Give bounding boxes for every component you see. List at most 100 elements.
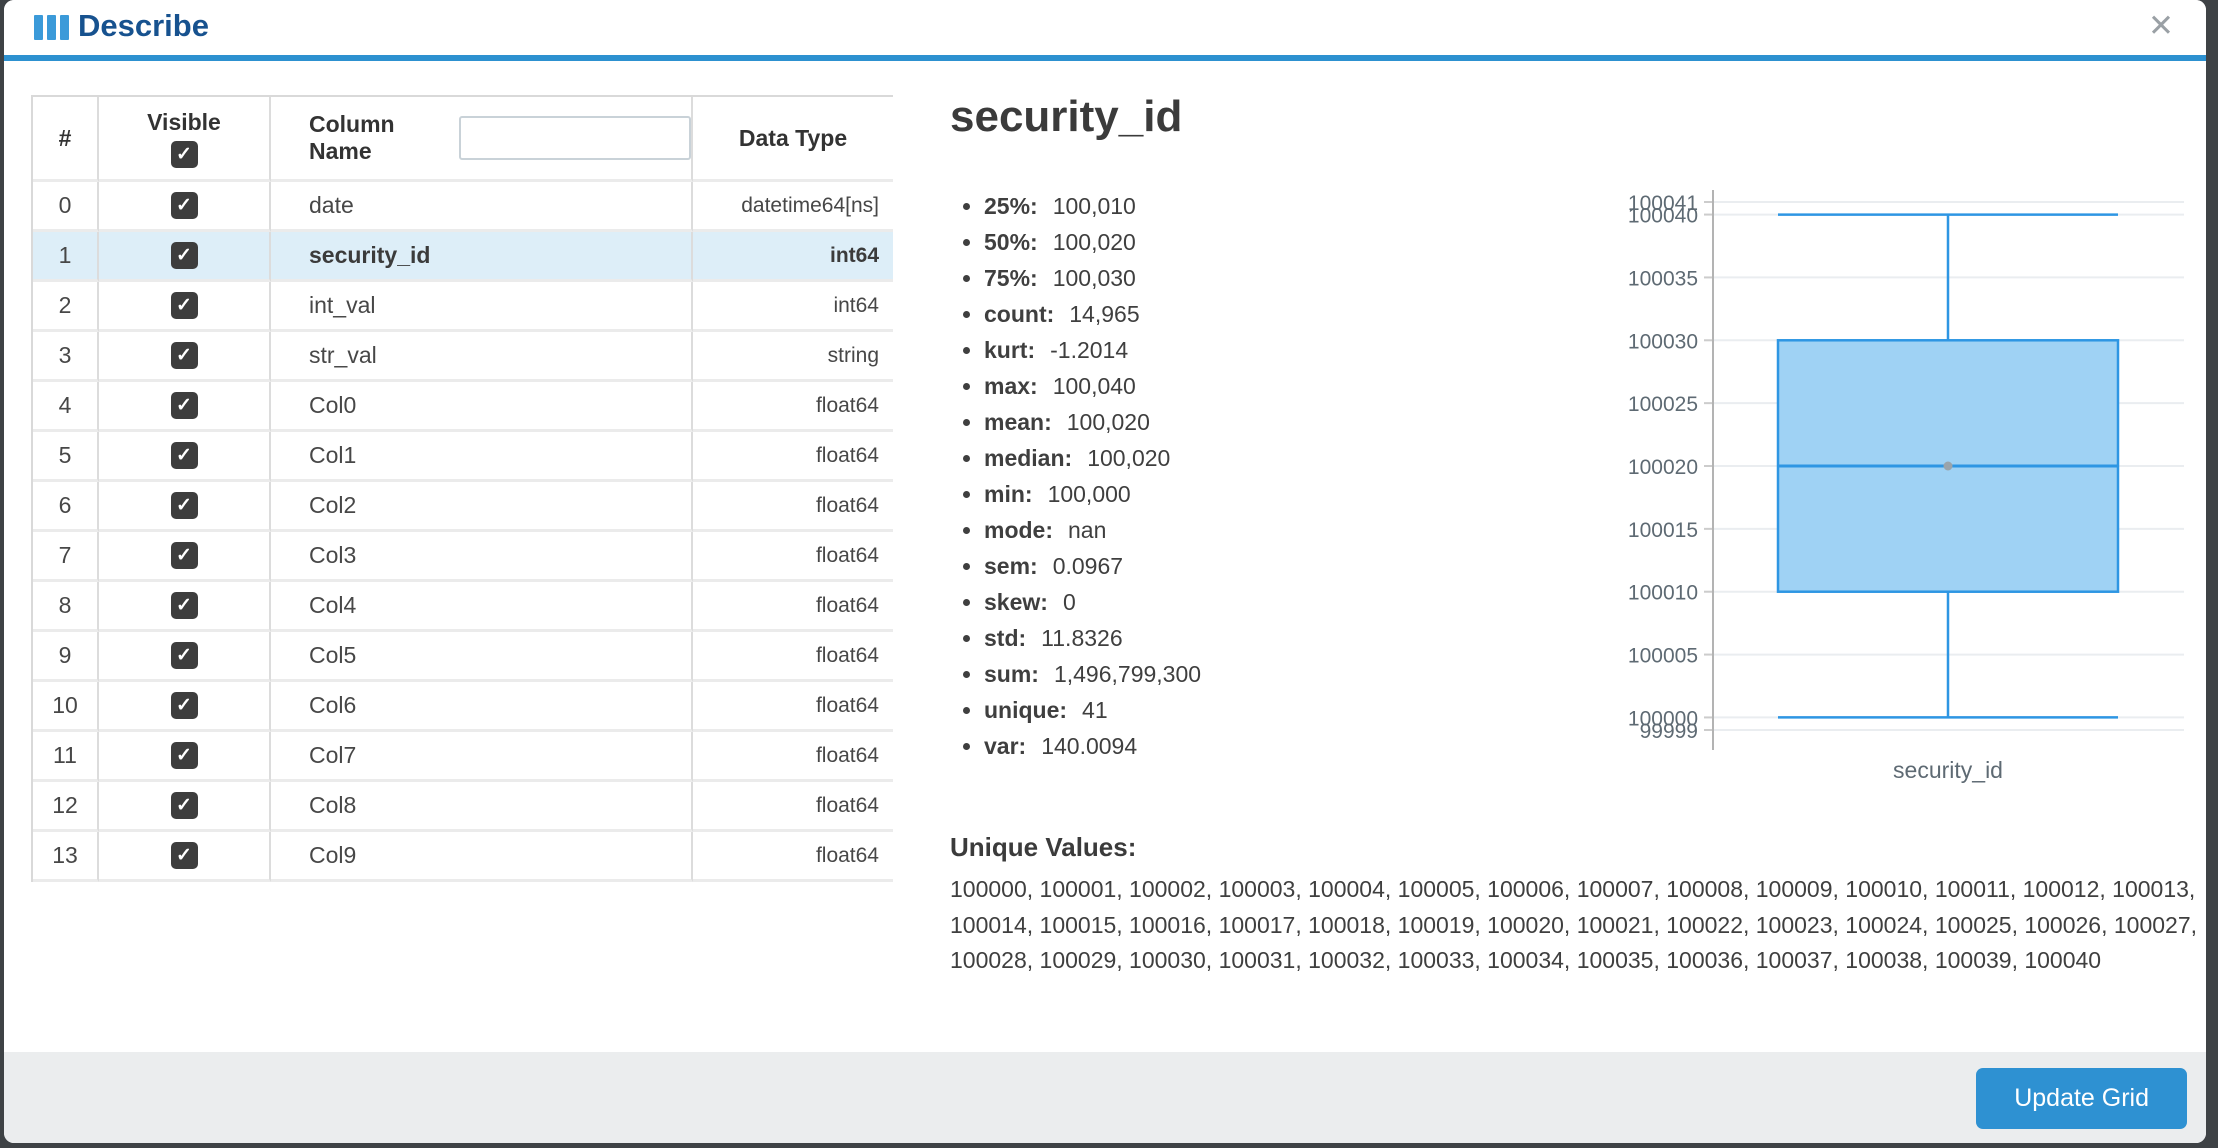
row-data-type: float64	[693, 582, 893, 632]
visible-checkbox[interactable]: ✓	[170, 692, 198, 719]
row-column-name[interactable]: Col0	[271, 382, 693, 432]
stat-item: 50%:100,020	[984, 224, 1201, 260]
svg-text:100040: 100040	[1628, 205, 1698, 228]
stats-list: 25%:100,01050%:100,02075%:100,030count:1…	[984, 188, 1201, 764]
row-visible-cell: ✓	[99, 682, 271, 732]
close-icon[interactable]: ✕	[2148, 8, 2174, 43]
row-index: 7	[33, 532, 99, 582]
row-column-name[interactable]: Col4	[271, 582, 693, 632]
header-index: #	[33, 97, 99, 182]
row-visible-cell: ✓	[99, 382, 271, 432]
stat-item: max:100,040	[984, 368, 1201, 404]
row-index: 9	[33, 632, 99, 682]
visible-checkbox[interactable]: ✓	[170, 642, 198, 669]
header-divider	[4, 55, 2206, 61]
row-column-name[interactable]: Col1	[271, 432, 693, 482]
stat-item: std:11.8326	[984, 620, 1201, 656]
row-visible-cell: ✓	[99, 332, 271, 382]
header-column-name-label: Column Name	[309, 111, 395, 164]
row-index: 5	[33, 432, 99, 482]
row-visible-cell: ✓	[99, 782, 271, 832]
visible-checkbox[interactable]: ✓	[170, 442, 198, 469]
row-column-name[interactable]: Col6	[271, 682, 693, 732]
row-index: 13	[33, 832, 99, 882]
row-index: 4	[33, 382, 99, 432]
visible-checkbox[interactable]: ✓	[170, 342, 198, 369]
svg-text:100041: 100041	[1628, 192, 1698, 215]
modal-footer: Update Grid	[4, 1052, 2206, 1143]
header-visible: Visible ✓	[99, 97, 271, 182]
visible-checkbox[interactable]: ✓	[170, 492, 198, 519]
row-visible-cell: ✓	[99, 182, 271, 232]
svg-text:100015: 100015	[1628, 519, 1698, 542]
describe-modal: Describe ✕ # Visible ✓ Column Name Data …	[4, 0, 2206, 1143]
stat-item: kurt:-1.2014	[984, 332, 1201, 368]
stat-item: var:140.0094	[984, 728, 1201, 764]
update-grid-button[interactable]: Update Grid	[1976, 1068, 2187, 1129]
row-column-name[interactable]: Col3	[271, 532, 693, 582]
row-visible-cell: ✓	[99, 832, 271, 882]
stat-item: mode:nan	[984, 512, 1201, 548]
row-data-type: int64	[693, 282, 893, 332]
visible-checkbox[interactable]: ✓	[170, 842, 198, 869]
visible-checkbox[interactable]: ✓	[170, 742, 198, 769]
stat-item: skew:0	[984, 584, 1201, 620]
stat-item: 25%:100,010	[984, 188, 1201, 224]
row-data-type: float64	[693, 632, 893, 682]
row-visible-cell: ✓	[99, 232, 271, 282]
stat-item: unique:41	[984, 692, 1201, 728]
column-filter-input[interactable]	[459, 116, 691, 160]
row-column-name[interactable]: Col9	[271, 832, 693, 882]
stat-item: mean:100,020	[984, 404, 1201, 440]
row-column-name[interactable]: str_val	[271, 332, 693, 382]
visible-checkbox[interactable]: ✓	[170, 392, 198, 419]
row-column-name[interactable]: Col5	[271, 632, 693, 682]
row-data-type: float64	[693, 432, 893, 482]
bar-chart-icon	[34, 15, 69, 40]
visible-checkbox[interactable]: ✓	[170, 592, 198, 619]
visible-checkbox[interactable]: ✓	[170, 192, 198, 219]
stat-item: sum:1,496,799,300	[984, 656, 1201, 692]
stat-item: sem:0.0967	[984, 548, 1201, 584]
svg-text:100000: 100000	[1628, 707, 1698, 730]
visible-checkbox[interactable]: ✓	[170, 242, 198, 269]
svg-text:100035: 100035	[1628, 267, 1698, 290]
row-visible-cell: ✓	[99, 432, 271, 482]
header-column-name: Column Name	[271, 97, 693, 182]
row-data-type: float64	[693, 682, 893, 732]
svg-text:security_id: security_id	[1893, 757, 2003, 783]
row-column-name[interactable]: Col8	[271, 782, 693, 832]
row-index: 6	[33, 482, 99, 532]
stat-item: min:100,000	[984, 476, 1201, 512]
visible-checkbox[interactable]: ✓	[170, 542, 198, 569]
row-column-name[interactable]: security_id	[271, 232, 693, 282]
header-visible-label: Visible	[147, 108, 221, 135]
row-column-name[interactable]: int_val	[271, 282, 693, 332]
row-data-type: int64	[693, 232, 893, 282]
stat-item: count:14,965	[984, 296, 1201, 332]
row-index: 12	[33, 782, 99, 832]
visible-checkbox[interactable]: ✓	[170, 792, 198, 819]
stat-item: median:100,020	[984, 440, 1201, 476]
svg-text:100010: 100010	[1628, 582, 1698, 605]
row-data-type: float64	[693, 482, 893, 532]
modal-header: Describe ✕	[4, 0, 2206, 55]
select-all-checkbox[interactable]: ✓	[170, 140, 198, 168]
row-data-type: float64	[693, 732, 893, 782]
stat-item: 75%:100,030	[984, 260, 1201, 296]
row-column-name[interactable]: Col2	[271, 482, 693, 532]
row-column-name[interactable]: Col7	[271, 732, 693, 782]
column-title: security_id	[950, 92, 1183, 141]
unique-values-text: 100000, 100001, 100002, 100003, 100004, …	[950, 876, 2198, 973]
columns-table: # Visible ✓ Column Name Data Type 0 ✓ date…	[31, 95, 893, 882]
svg-text:99999: 99999	[1640, 720, 1698, 743]
visible-checkbox[interactable]: ✓	[170, 292, 198, 319]
row-data-type: float64	[693, 782, 893, 832]
row-index: 10	[33, 682, 99, 732]
row-data-type: string	[693, 332, 893, 382]
row-column-name[interactable]: date	[271, 182, 693, 232]
row-data-type: float64	[693, 532, 893, 582]
header-data-type: Data Type	[693, 97, 893, 182]
